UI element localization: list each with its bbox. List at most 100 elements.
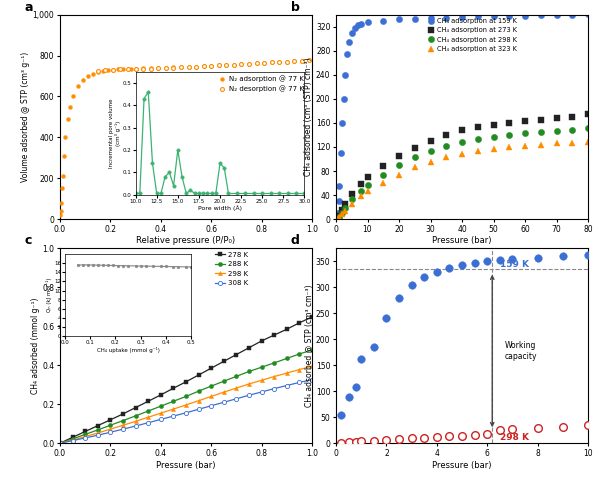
CH₄ adsorption at 159 K [364, 19, 371, 25]
N₂ desorption @ 77 K [208, 63, 215, 69]
N₂ adsorption @ 77 K [147, 65, 154, 71]
CH₄ adsorption at 323 K [474, 148, 481, 154]
278 K [308, 314, 316, 320]
N₂ desorption @ 77 K [253, 60, 260, 66]
CH₄ adsorption at 273 K [584, 111, 592, 117]
278 K [258, 338, 265, 344]
N₂ adsorption @ 77 K [208, 63, 215, 69]
298 K [220, 389, 227, 395]
308 K [82, 435, 89, 441]
N₂ adsorption @ 77 K [109, 67, 116, 73]
N₂ adsorption @ 77 K [58, 200, 65, 206]
308 K [258, 389, 265, 395]
N₂ desorption @ 77 K [245, 61, 253, 67]
298 K [258, 377, 265, 383]
CH₄ adsorption at 159 K [490, 14, 497, 19]
298 K [145, 414, 152, 420]
278 K [94, 423, 101, 429]
CH₄ adsorption at 159 K [427, 15, 434, 21]
N₂ adsorption @ 77 K [132, 66, 139, 72]
278 K [195, 372, 202, 378]
CH₄ adsorption at 298 K [427, 148, 434, 153]
N₂ desorption @ 77 K [223, 62, 230, 68]
308 K [170, 413, 177, 419]
CH₄ adsorption at 273 K [395, 153, 403, 159]
CH₄ adsorption at 273 K [443, 132, 450, 138]
Text: 159 K: 159 K [500, 260, 529, 268]
CH₄ adsorption at 159 K [358, 21, 365, 27]
278 K [69, 434, 76, 440]
298 K [170, 406, 177, 412]
CH₄ adsorption at 298 K [334, 215, 341, 221]
N₂ desorption @ 77 K [283, 59, 290, 65]
CH₄ adsorption at 298 K [506, 132, 513, 138]
CH₄ adsorption at 323 K [584, 139, 592, 145]
278 K [145, 398, 152, 404]
CH₄ adsorption at 159 K [334, 210, 341, 216]
298 K [69, 437, 76, 443]
Legend: N₂ adsorption @ 77 K, N₂ desorption @ 77 K: N₂ adsorption @ 77 K, N₂ desorption @ 77… [218, 75, 304, 93]
CH₄ adsorption at 323 K [458, 150, 466, 156]
308 K [132, 423, 139, 429]
Line: 298 K: 298 K [58, 364, 314, 445]
298 K [94, 430, 101, 436]
288 K [145, 408, 152, 414]
CH₄ adsorption at 298 K [395, 162, 403, 168]
N₂ adsorption @ 77 K [56, 212, 64, 218]
Line: N₂ desorption @ 77 K: N₂ desorption @ 77 K [96, 58, 311, 74]
298 K [208, 393, 215, 399]
CH₄ adsorption at 273 K [521, 118, 529, 124]
Text: d: d [290, 234, 299, 247]
N₂ adsorption @ 77 K [74, 83, 81, 89]
308 K [208, 403, 215, 409]
CH₄ adsorption at 159 K [335, 183, 343, 189]
CH₄ adsorption at 159 K [411, 16, 418, 22]
N₂ adsorption @ 77 K [193, 64, 200, 70]
278 K [119, 411, 127, 417]
N₂ desorption @ 77 K [178, 64, 185, 70]
CH₄ adsorption at 273 K [358, 181, 365, 187]
298 K [308, 363, 316, 369]
308 K [308, 377, 316, 383]
CH₄ adsorption at 323 K [342, 208, 349, 214]
308 K [56, 440, 64, 446]
278 K [132, 405, 139, 411]
N₂ adsorption @ 77 K [170, 64, 177, 70]
CH₄ adsorption at 323 K [395, 172, 403, 178]
Text: c: c [25, 234, 32, 247]
N₂ adsorption @ 77 K [58, 186, 65, 191]
N₂ desorption @ 77 K [147, 66, 154, 72]
Line: CH₄ adsorption at 323 K: CH₄ adsorption at 323 K [334, 139, 591, 222]
Y-axis label: CH₄ adsorbed (cm³ (STP) cm⁻³): CH₄ adsorbed (cm³ (STP) cm⁻³) [304, 57, 313, 176]
CH₄ adsorption at 323 K [443, 154, 450, 160]
CH₄ adsorption at 273 K [380, 163, 387, 169]
308 K [94, 432, 101, 438]
298 K [296, 367, 303, 373]
CH₄ adsorption at 298 K [443, 143, 450, 149]
CH₄ adsorption at 298 K [342, 206, 349, 211]
CH₄ adsorption at 159 K [474, 14, 481, 19]
CH₄ adsorption at 298 K [339, 210, 346, 216]
CH₄ adsorption at 273 K [339, 207, 346, 213]
CH₄ adsorption at 298 K [358, 188, 365, 194]
CH₄ adsorption at 273 K [364, 174, 371, 180]
278 K [56, 440, 64, 446]
CH₄ adsorption at 323 K [553, 140, 560, 146]
N₂ desorption @ 77 K [102, 68, 109, 74]
N₂ adsorption @ 77 K [306, 57, 313, 63]
CH₄ adsorption at 323 K [537, 142, 544, 148]
288 K [56, 440, 64, 446]
CH₄ adsorption at 273 K [334, 214, 341, 220]
N₂ desorption @ 77 K [306, 57, 313, 63]
X-axis label: Relative pressure (P/P₀): Relative pressure (P/P₀) [136, 237, 236, 245]
298 K [182, 402, 190, 408]
N₂ desorption @ 77 K [155, 65, 162, 71]
288 K [94, 427, 101, 433]
N₂ desorption @ 77 K [215, 62, 223, 68]
N₂ adsorption @ 77 K [89, 71, 97, 76]
Line: 288 K: 288 K [58, 348, 314, 445]
CH₄ adsorption at 159 K [335, 198, 342, 204]
CH₄ adsorption at 273 K [348, 191, 355, 197]
CH₄ adsorption at 298 K [553, 128, 560, 133]
N₂ adsorption @ 77 K [291, 58, 298, 64]
